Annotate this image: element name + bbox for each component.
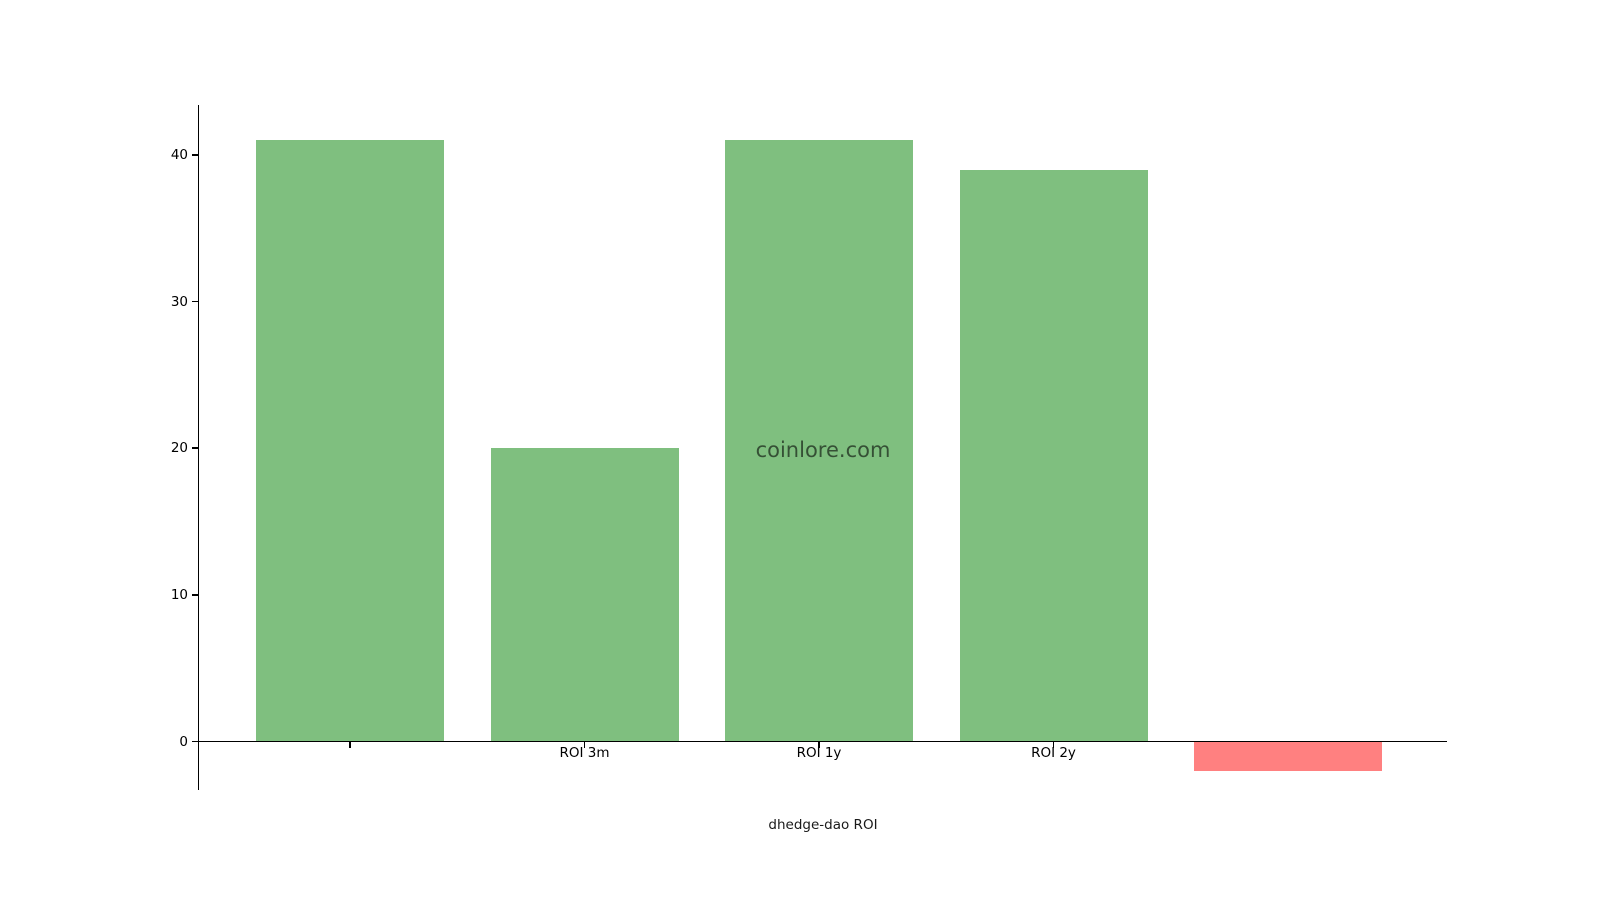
bar-negative [1194, 741, 1382, 771]
x-tick-mark [583, 741, 586, 748]
y-axis-line [197, 105, 199, 790]
x-tick-label: ROI 2y [1031, 745, 1076, 761]
x-tick-label: ROI 1y [796, 745, 842, 761]
y-tick-mark [192, 300, 199, 303]
y-tick-label: 20 [170, 440, 188, 457]
y-tick-mark [192, 447, 199, 449]
y-tick-mark [192, 594, 199, 596]
x-tick-label: ROI 3m [559, 745, 610, 761]
bar-positive [256, 140, 444, 742]
y-tick-label: 10 [170, 586, 188, 603]
bar-positive [490, 448, 679, 742]
bar-positive [959, 169, 1148, 742]
coinlore-watermark: coinlore.com [755, 438, 891, 462]
x-axis-line [197, 740, 1447, 743]
y-tick-label: 40 [170, 146, 188, 163]
chart-title: dhedge-dao ROI [768, 817, 878, 833]
x-tick-mark [1052, 741, 1055, 748]
y-tick-mark [192, 154, 199, 156]
x-tick-mark [818, 741, 820, 748]
y-tick-mark [192, 740, 199, 743]
y-tick-label: 30 [170, 293, 188, 310]
y-tick-label: 0 [179, 733, 188, 750]
bar-positive [725, 140, 913, 742]
x-tick-mark [349, 741, 351, 748]
